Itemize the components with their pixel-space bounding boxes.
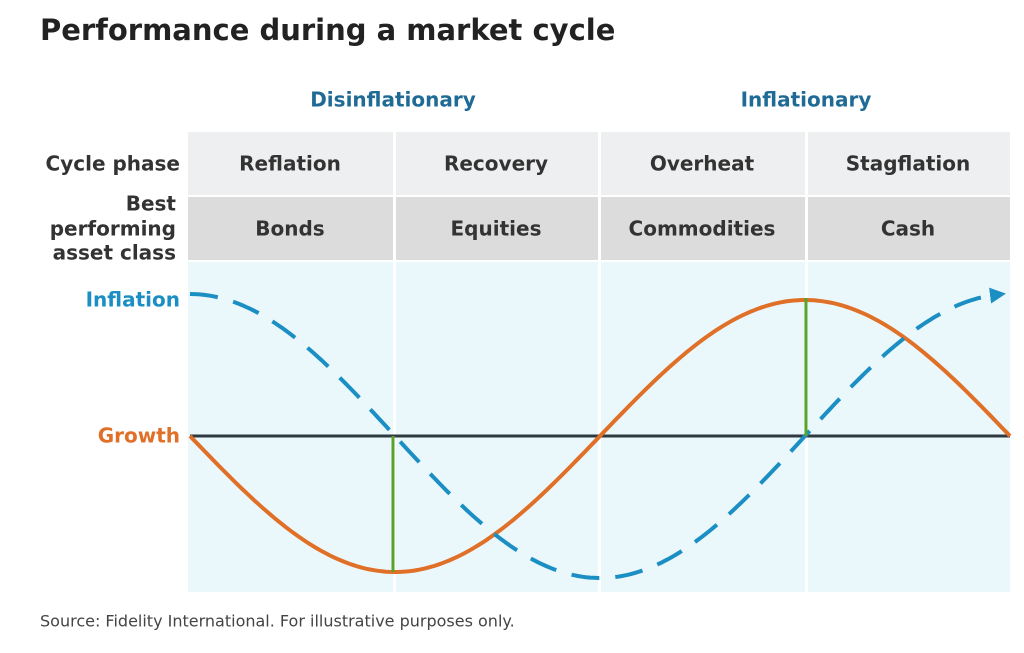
curve-label: Growth <box>98 424 180 448</box>
asset-class: Cash <box>881 217 935 241</box>
group-label: Inflationary <box>741 88 872 112</box>
title: Performance during a market cycle <box>40 13 615 47</box>
row-label: Best performing asset class <box>50 192 177 265</box>
inflation-curve <box>189 287 1006 580</box>
phase: Recovery <box>444 152 548 176</box>
phase: Reflation <box>239 152 341 176</box>
group-label: Disinflationary <box>310 88 476 112</box>
asset-class: Equities <box>451 217 542 241</box>
phase: Stagflation <box>846 152 971 176</box>
growth-curve <box>188 298 1012 574</box>
asset-class: Commodities <box>629 217 776 241</box>
row-label-line: performing <box>50 217 176 241</box>
row-label: Cycle phase <box>46 152 180 176</box>
asset-class: Bonds <box>255 217 324 241</box>
row-label-line: Best <box>126 192 177 216</box>
row-label-line: asset class <box>53 241 176 265</box>
source: Source: Fidelity International. For illu… <box>40 612 515 631</box>
curve-label: Inflation <box>86 288 180 312</box>
table-background <box>188 132 1010 592</box>
phase: Overheat <box>650 152 755 176</box>
